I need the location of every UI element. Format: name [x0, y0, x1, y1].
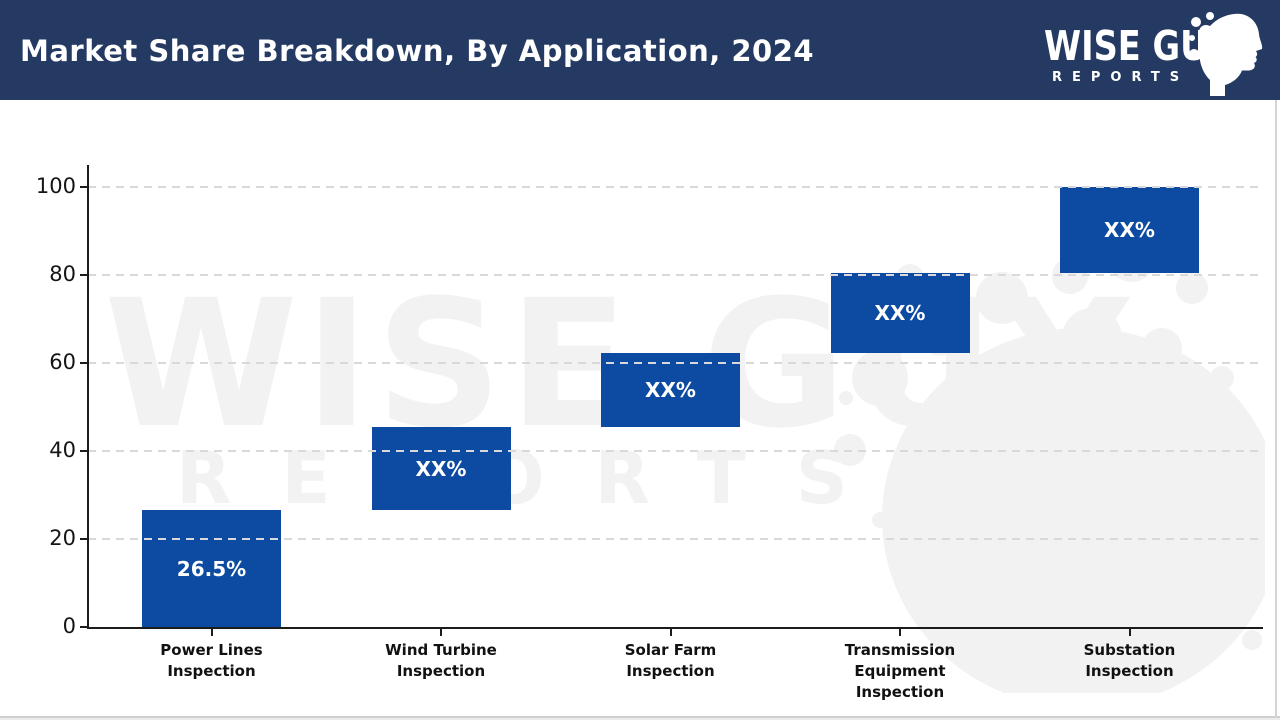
y-tick-label: 40 — [49, 438, 76, 462]
gridline — [88, 538, 1262, 540]
x-category-label: Power Lines Inspection — [160, 641, 263, 680]
bar-segment-5: XX% — [1060, 187, 1199, 273]
page-title: Market Share Breakdown, By Application, … — [20, 34, 815, 68]
bar-segment-1: 26.5% — [142, 510, 281, 627]
x-tick-mark — [899, 629, 901, 636]
y-tick-mark — [80, 186, 87, 188]
gridline — [88, 362, 1262, 364]
x-category-label: Substation Inspection — [1083, 641, 1176, 680]
y-tick-mark — [80, 362, 87, 364]
bottom-edge-fill — [0, 718, 1280, 720]
bar-value-label: XX% — [1104, 217, 1155, 242]
x-tick-mark — [440, 629, 442, 636]
y-tick-mark — [80, 538, 87, 540]
logo-subtitle: REPORTS — [1052, 70, 1190, 85]
y-tick-label: 80 — [49, 262, 76, 286]
y-axis-spine — [87, 165, 89, 629]
x-category-label: Transmission Equipment Inspection — [844, 641, 956, 701]
watermark-subtitle: REPORTS — [176, 436, 898, 520]
x-category-label: Wind Turbine Inspection — [385, 641, 497, 680]
y-tick-mark — [80, 450, 87, 452]
y-tick-label: 60 — [49, 350, 76, 374]
y-tick-label: 100 — [35, 174, 76, 198]
bar-value-label: XX% — [874, 300, 926, 325]
y-tick-label: 0 — [62, 614, 76, 638]
bar-value-label: 26.5% — [176, 556, 247, 581]
x-tick-mark — [1128, 629, 1131, 636]
bar-value-label: XX% — [415, 456, 467, 481]
gridline — [88, 450, 1262, 452]
y-tick-mark — [80, 626, 87, 628]
x-tick-mark — [669, 629, 672, 636]
gridline — [88, 274, 1262, 276]
logo-head-icon — [1189, 12, 1263, 96]
bar-value-label: XX% — [645, 377, 696, 402]
y-tick-mark — [80, 274, 87, 276]
bar-segment-2: XX% — [371, 426, 511, 511]
y-tick-label: 20 — [49, 526, 76, 550]
bar-segment-4: XX% — [830, 272, 970, 353]
header-band: Market Share Breakdown, By Application, … — [0, 0, 1280, 100]
x-tick-mark — [210, 629, 213, 636]
wise-guy-logo: WISE GUY REPORTS — [1016, 6, 1266, 96]
x-category-label: Solar Farm Inspection — [624, 641, 717, 680]
bottom-edge-rule — [0, 716, 1280, 718]
gridline — [88, 186, 1262, 188]
bar-segment-3: XX% — [601, 352, 740, 427]
right-edge-rule — [1275, 100, 1277, 718]
x-axis-spine — [87, 627, 1263, 629]
